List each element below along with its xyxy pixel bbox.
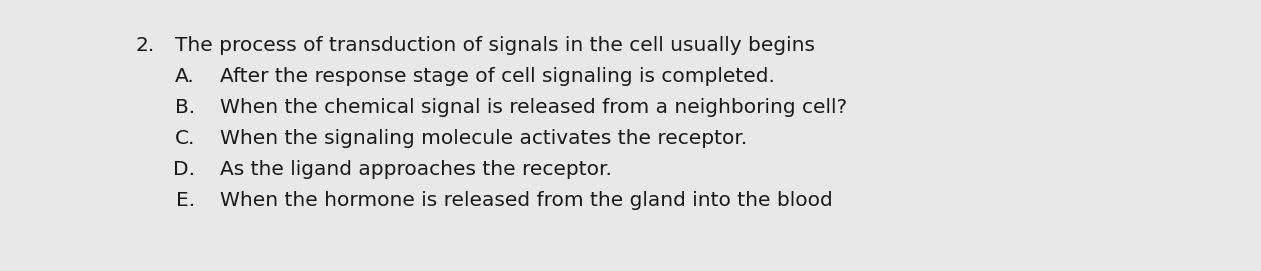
- Text: 2.: 2.: [136, 36, 155, 55]
- Text: When the hormone is released from the gland into the blood: When the hormone is released from the gl…: [219, 191, 832, 210]
- Text: A.: A.: [175, 67, 195, 86]
- Text: As the ligand approaches the receptor.: As the ligand approaches the receptor.: [219, 160, 612, 179]
- Text: B.: B.: [175, 98, 195, 117]
- Text: C.: C.: [174, 129, 195, 148]
- Text: D.: D.: [173, 160, 195, 179]
- Text: After the response stage of cell signaling is completed.: After the response stage of cell signali…: [219, 67, 774, 86]
- Text: When the chemical signal is released from a neighboring cell?: When the chemical signal is released fro…: [219, 98, 847, 117]
- Text: When the signaling molecule activates the receptor.: When the signaling molecule activates th…: [219, 129, 748, 148]
- Text: The process of transduction of signals in the cell usually begins: The process of transduction of signals i…: [175, 36, 815, 55]
- Text: E.: E.: [175, 191, 195, 210]
